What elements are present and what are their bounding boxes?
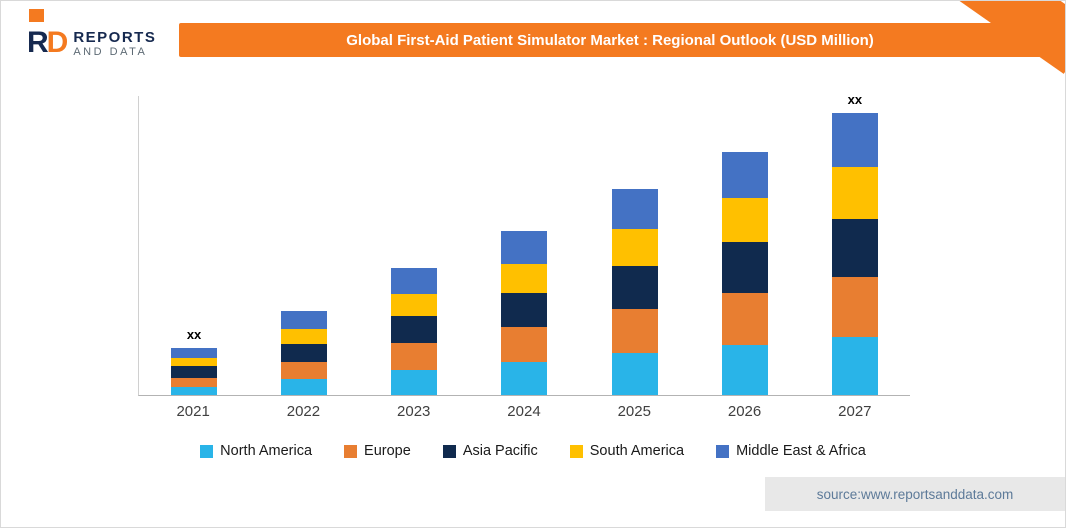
bar-segment bbox=[611, 309, 658, 353]
bar-segment bbox=[831, 277, 878, 337]
bar-segment bbox=[501, 264, 548, 293]
legend: North America Europe Asia Pacific South Ame… bbox=[1, 443, 1065, 459]
legend-label: Asia Pacific bbox=[462, 443, 538, 459]
logo-letter-d: D bbox=[46, 26, 69, 59]
plot-area: xx xx bbox=[138, 92, 910, 396]
legend-label: South America bbox=[589, 443, 685, 459]
bar-segment bbox=[171, 387, 218, 395]
bar-group bbox=[469, 96, 579, 395]
x-tick-label: 2026 bbox=[727, 403, 762, 420]
x-tick-label: 2025 bbox=[617, 403, 651, 420]
bar-segment bbox=[281, 344, 328, 362]
stacked-bar bbox=[281, 311, 328, 395]
bar-segment bbox=[171, 378, 218, 387]
bar-segment bbox=[391, 316, 438, 343]
legend-label: Middle East & Africa bbox=[736, 443, 866, 459]
bar-segment bbox=[501, 327, 548, 362]
bar-segment bbox=[611, 266, 658, 309]
bar-segment bbox=[501, 231, 548, 264]
bar-segment bbox=[391, 343, 438, 370]
bar-segment bbox=[721, 242, 768, 293]
legend-item: Asia Pacific bbox=[442, 443, 538, 459]
stacked-bar bbox=[391, 268, 438, 395]
legend-swatch bbox=[569, 444, 583, 458]
bar-segment bbox=[501, 293, 548, 327]
title-banner: Global First-Aid Patient Simulator Marke… bbox=[179, 23, 1041, 57]
bar-segment bbox=[831, 113, 878, 167]
legend-item: North America bbox=[200, 443, 312, 459]
stacked-bar bbox=[721, 152, 768, 395]
bar-segment bbox=[611, 229, 658, 266]
bar-segment bbox=[171, 358, 218, 366]
bar-segment bbox=[721, 345, 768, 395]
bar-segment bbox=[721, 293, 768, 345]
bar-value-label: xx bbox=[186, 327, 202, 342]
legend-item: South America bbox=[569, 443, 685, 459]
logo-text: REPORTS AND DATA bbox=[73, 29, 156, 58]
x-tick-label: 2024 bbox=[507, 403, 541, 420]
bar-segment bbox=[611, 189, 658, 229]
bar-group bbox=[249, 96, 359, 395]
stacked-bar bbox=[171, 348, 218, 395]
bar-segment bbox=[611, 353, 658, 395]
logo-line1: REPORTS bbox=[73, 28, 157, 46]
bar-segment bbox=[831, 167, 878, 219]
bar-group bbox=[580, 96, 690, 395]
bar-segment bbox=[501, 362, 548, 395]
chart-title: Global First-Aid Patient Simulator Marke… bbox=[346, 31, 874, 49]
bar-group bbox=[359, 96, 469, 395]
bar-segment bbox=[171, 348, 218, 358]
bar-group bbox=[690, 96, 800, 395]
legend-label: Europe bbox=[364, 443, 411, 459]
bar-segment bbox=[391, 294, 438, 316]
legend-swatch bbox=[442, 444, 456, 458]
bar-segment bbox=[831, 219, 878, 277]
bar-segment bbox=[391, 268, 438, 294]
logo-mark-icon: RD bbox=[27, 26, 69, 59]
x-axis-labels: 2021 2022 2023 2024 2025 2026 2027 bbox=[138, 403, 910, 420]
reports-and-data-logo: RD REPORTS AND DATA bbox=[27, 28, 156, 58]
source-band: source:www.reportsanddata.com bbox=[765, 477, 1065, 511]
legend-swatch bbox=[200, 444, 214, 458]
bar-segment bbox=[831, 337, 878, 395]
legend-item: Middle East & Africa bbox=[716, 443, 866, 459]
logo-letter-r: R bbox=[27, 26, 49, 59]
legend-swatch bbox=[716, 444, 730, 458]
logo-line2: AND DATA bbox=[73, 45, 148, 58]
corner-accent-square bbox=[29, 9, 44, 22]
bar-segment bbox=[281, 311, 328, 329]
bar-segment bbox=[171, 366, 218, 378]
x-tick-label: 2023 bbox=[397, 403, 431, 420]
legend-swatch bbox=[344, 444, 358, 458]
bar-segment bbox=[281, 329, 328, 344]
bar-segment bbox=[721, 198, 768, 242]
bars: xx xx bbox=[139, 92, 910, 395]
x-tick-label: 2027 bbox=[838, 403, 872, 420]
bar-segment bbox=[721, 152, 768, 198]
bar-group: xx bbox=[800, 92, 910, 395]
stacked-bar bbox=[501, 231, 548, 395]
source-text: source:www.reportsanddata.com bbox=[816, 486, 1014, 502]
x-tick-label: 2022 bbox=[286, 403, 321, 420]
stacked-bar bbox=[611, 189, 658, 395]
legend-label: North America bbox=[220, 443, 313, 459]
legend-item: Europe bbox=[344, 443, 411, 459]
stacked-bar bbox=[831, 113, 878, 395]
bar-segment bbox=[281, 362, 328, 379]
bar-segment bbox=[281, 379, 328, 395]
x-tick-label: 2021 bbox=[176, 403, 210, 420]
bar-segment bbox=[391, 370, 438, 395]
bar-group: xx bbox=[139, 96, 249, 395]
bar-value-label: xx bbox=[847, 92, 863, 107]
